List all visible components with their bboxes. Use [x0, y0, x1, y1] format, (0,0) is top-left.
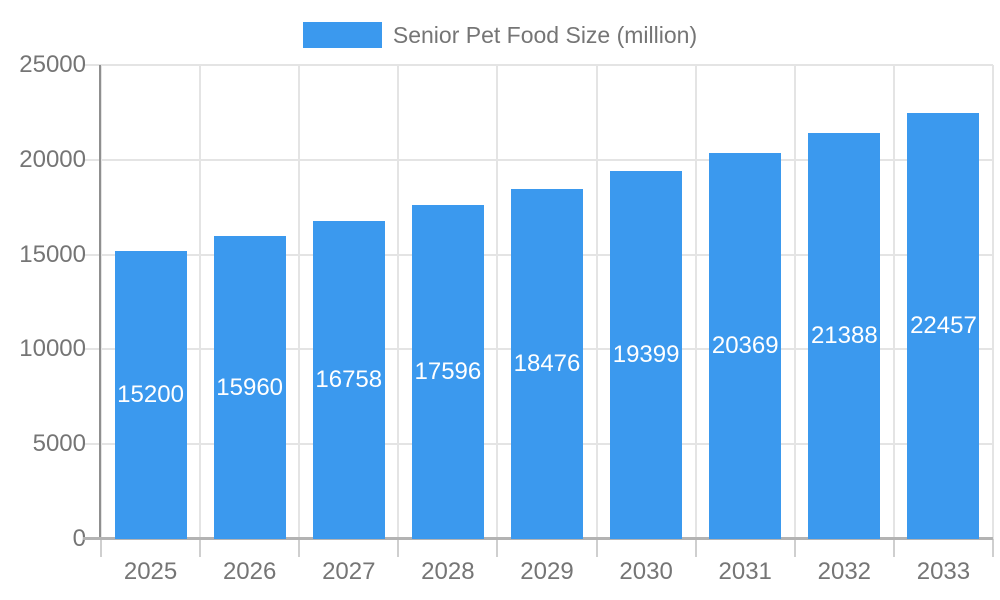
y-axis-tick-label: 15000	[19, 240, 86, 268]
axis-tick	[694, 539, 697, 557]
y-axis-tick-label: 20000	[19, 145, 86, 173]
legend-label: Senior Pet Food Size (million)	[392, 21, 698, 48]
gridline-vertical	[595, 65, 598, 539]
y-axis-tick-label: 5000	[32, 430, 86, 458]
x-axis-tick-label: 2028	[421, 558, 475, 585]
gridline-vertical	[694, 65, 697, 539]
axis-tick	[100, 539, 102, 557]
gridline-horizontal	[84, 64, 993, 66]
gridline-vertical	[992, 65, 994, 539]
gridline-vertical	[397, 65, 400, 539]
gridline-vertical	[793, 65, 796, 539]
gridline-vertical	[100, 65, 102, 539]
bar-value-label: 15960	[216, 373, 284, 401]
y-axis-tick-label: 0	[72, 525, 86, 552]
gridline-vertical	[298, 65, 301, 539]
gridline-horizontal	[84, 158, 993, 161]
bar-value-label: 18476	[513, 349, 581, 377]
y-axis-tick-label: 10000	[19, 335, 86, 363]
bar[interactable]	[411, 205, 484, 539]
bar[interactable]	[808, 133, 881, 539]
bar-value-label: 22457	[910, 312, 977, 340]
y-axis-tick-label: 25000	[19, 51, 86, 78]
gridline-vertical	[496, 65, 499, 539]
bar-value-label: 17596	[414, 358, 482, 386]
x-axis-tick-label: 2029	[520, 558, 574, 585]
bar[interactable]	[312, 221, 385, 539]
bar-value-label: 19399	[612, 341, 680, 369]
x-axis-tick-label: 2025	[123, 558, 178, 585]
bar-value-label: 16758	[315, 366, 383, 394]
axis-tick	[397, 539, 400, 557]
x-axis-tick-label: 2026	[222, 558, 277, 585]
bar[interactable]	[213, 236, 286, 539]
axis-tick	[793, 539, 796, 557]
axis-tick	[892, 539, 895, 557]
bar[interactable]	[907, 113, 980, 539]
x-axis-tick-label: 2030	[619, 558, 673, 585]
bar[interactable]	[114, 250, 187, 539]
bar[interactable]	[709, 152, 782, 539]
gridline-vertical	[199, 65, 202, 539]
x-axis-tick-label: 2033	[916, 558, 971, 585]
x-axis-tick-label: 2032	[817, 558, 872, 585]
x-axis-tick-label: 2027	[322, 558, 376, 585]
legend-swatch	[302, 22, 382, 48]
axis-tick	[199, 539, 202, 557]
axis-tick	[298, 539, 301, 557]
axis-tick	[496, 539, 499, 557]
bar[interactable]	[610, 171, 683, 539]
bar-value-label: 20369	[711, 331, 779, 359]
x-axis-tick-label: 2031	[718, 558, 772, 585]
legend[interactable]: Senior Pet Food Size (million)	[0, 20, 1000, 50]
bar[interactable]	[511, 188, 583, 539]
axis-tick	[595, 539, 598, 557]
bar-value-label: 21388	[810, 322, 878, 350]
y-axis-line	[99, 65, 101, 539]
axis-tick	[992, 539, 994, 557]
gridline-vertical	[892, 65, 895, 539]
bar-value-label: 15200	[117, 380, 184, 408]
